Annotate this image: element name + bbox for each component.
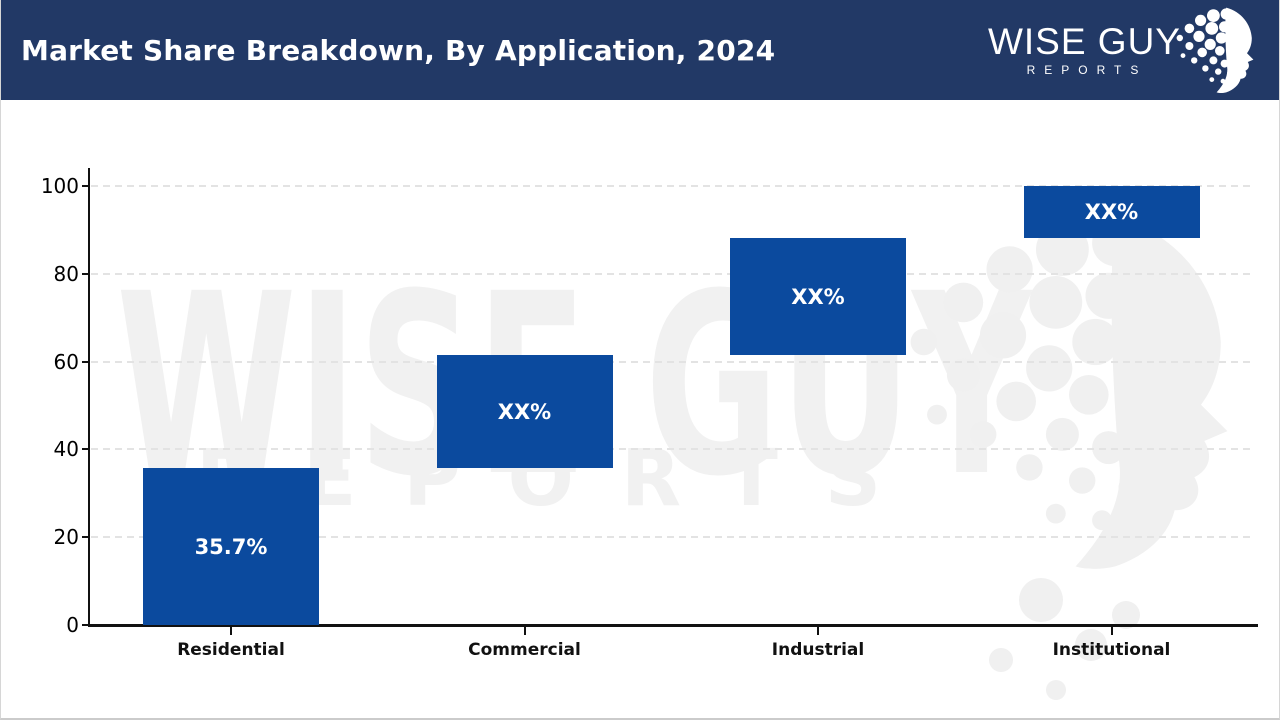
x-tick-mark-commercial [523,627,526,635]
bar-industrial: XX% [730,237,906,356]
bar-value-label: XX% [1084,199,1139,224]
y-tick-mark-80 [82,272,90,275]
y-axis-spine [88,168,90,627]
bar-value-label: 35.7% [194,534,268,559]
x-tick-label-commercial: Commercial [468,640,581,660]
y-tick-label-40: 40 [53,437,79,462]
logo-text: WISE GUY REPORTS [988,23,1181,77]
bar-residential: 35.7% [143,468,319,625]
x-axis-spine [88,624,1258,627]
y-tick-label-100: 100 [40,174,79,198]
bar-value-label: XX% [791,284,845,309]
y-tick-mark-40 [82,448,90,451]
gridline-20 [91,536,1254,539]
header-bar: Market Share Breakdown, By Application, … [1,0,1279,100]
gridline-60 [91,360,1254,363]
y-tick-label-0: 0 [66,613,79,637]
x-tick-label-industrial: Industrial [771,640,865,660]
x-tick-label-institutional: Institutional [1052,640,1171,660]
bar-value-label: XX% [497,399,552,424]
x-tick-mark-residential [230,627,232,635]
gridline-100 [91,185,1254,187]
page-title: Market Share Breakdown, By Application, … [21,33,776,67]
y-tick-mark-20 [82,536,90,539]
bar-institutional: XX% [1023,186,1200,238]
y-tick-mark-100 [82,185,90,187]
logo-subtitle: REPORTS [1026,63,1148,77]
y-tick-mark-0 [82,624,90,626]
wise-guy-logo: WISE GUY REPORTS [988,6,1263,94]
logo-wordmark: WISE GUY [987,21,1181,62]
dotted-head-profile-icon [1167,6,1263,94]
bar-commercial: XX% [436,355,613,469]
y-tick-label-20: 20 [53,525,79,550]
x-tick-label-residential: Residential [177,640,285,660]
x-tick-mark-institutional [1110,627,1113,635]
y-tick-label-60: 60 [53,349,79,374]
y-tick-label-80: 80 [53,261,79,286]
x-tick-mark-industrial [817,627,819,635]
gridline-80 [91,272,1254,275]
y-tick-mark-60 [82,360,90,363]
gridline-40 [91,448,1254,451]
